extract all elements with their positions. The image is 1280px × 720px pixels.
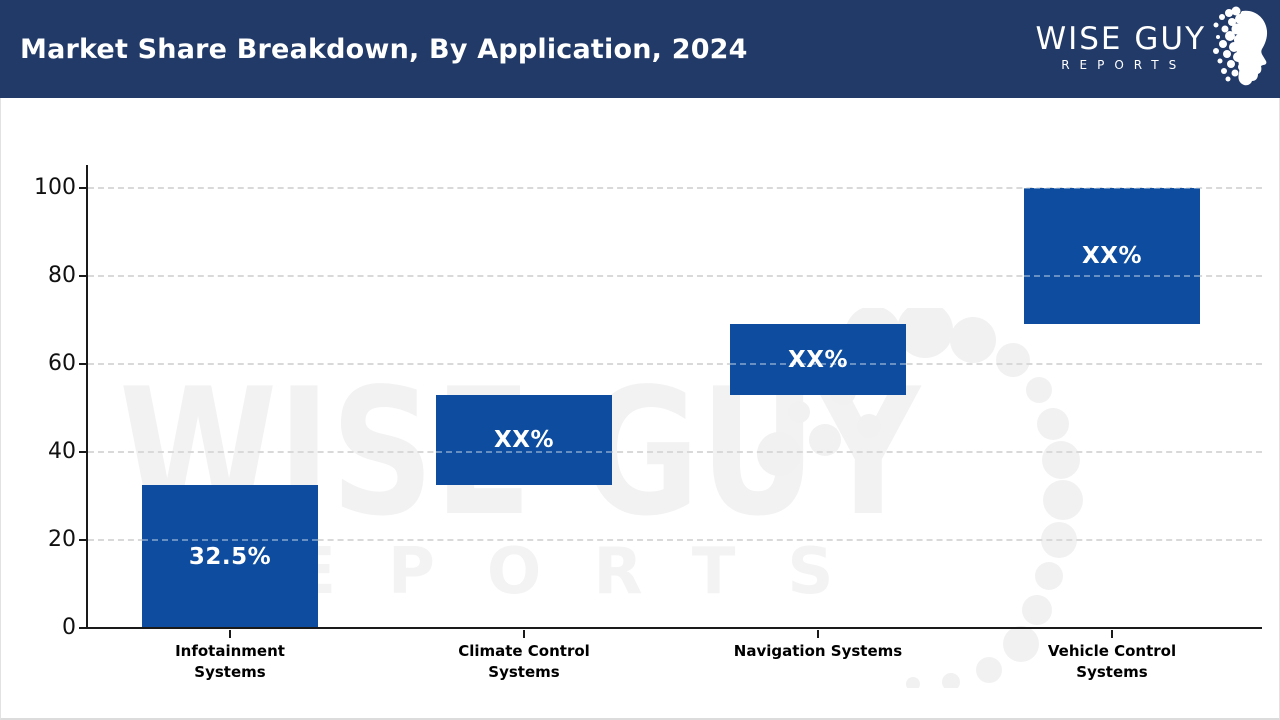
x-axis-tick-mark <box>817 630 819 638</box>
y-axis-tick-mark <box>79 363 88 365</box>
logo-wordmark: WISE GUY <box>1035 21 1206 58</box>
gridline-100 <box>88 187 1262 189</box>
y-axis-tick-label: 0 <box>62 615 76 640</box>
gridline-overlay <box>1024 275 1200 277</box>
gridline-overlay <box>436 451 612 453</box>
gridline-overlay <box>142 539 318 541</box>
gridline-overlay <box>1024 187 1200 189</box>
bar-value-label: XX% <box>493 426 554 453</box>
gridline-80 <box>88 275 1262 277</box>
bar-4: XX% <box>1024 188 1200 325</box>
y-axis-line <box>86 165 88 628</box>
x-axis-category-label: Navigation Systems <box>733 642 903 660</box>
y-axis-tick-mark <box>79 451 88 453</box>
bar-3: XX% <box>730 324 906 395</box>
y-axis-tick-mark <box>79 627 88 629</box>
x-axis-category-label: Climate Control Systems <box>458 642 590 681</box>
x-axis-line <box>86 627 1262 629</box>
y-axis-tick-label: 100 <box>34 175 76 200</box>
y-axis-tick-label: 80 <box>48 263 76 288</box>
x-axis-tick-mark <box>523 630 525 638</box>
x-axis-tick-mark <box>1111 630 1113 638</box>
logo-reports-label: REPORTS <box>1061 57 1187 72</box>
bar-value-label: 32.5% <box>188 543 272 570</box>
bar-value-label: XX% <box>1081 243 1142 270</box>
gridline-overlay <box>730 363 906 365</box>
header: Market Share Breakdown, By Application, … <box>0 0 1280 98</box>
x-axis-tick-mark <box>229 630 231 638</box>
x-axis-category-label: Vehicle Control Systems <box>1047 642 1177 681</box>
wise-guy-logo: WISE GUY REPORTS <box>1035 6 1272 88</box>
bar-1: 32.5% <box>142 485 318 628</box>
page-title: Market Share Breakdown, By Application, … <box>20 33 748 65</box>
y-axis-tick-mark <box>79 539 88 541</box>
bar-value-label: XX% <box>787 346 848 373</box>
y-axis-tick-label: 40 <box>48 439 76 464</box>
y-axis-tick-mark <box>79 275 88 277</box>
x-axis-category-label: Infotainment Systems <box>175 642 285 681</box>
logo-text: WISE GUY REPORTS <box>1035 22 1206 71</box>
y-axis-tick-label: 60 <box>48 351 76 376</box>
logo-face-icon <box>1213 6 1268 86</box>
y-axis-tick-mark <box>79 187 88 189</box>
gridline-20 <box>88 539 1262 541</box>
gridline-60 <box>88 363 1262 365</box>
gridline-40 <box>88 451 1262 453</box>
bar-2: XX% <box>436 394 612 485</box>
y-axis-tick-label: 20 <box>48 527 76 552</box>
